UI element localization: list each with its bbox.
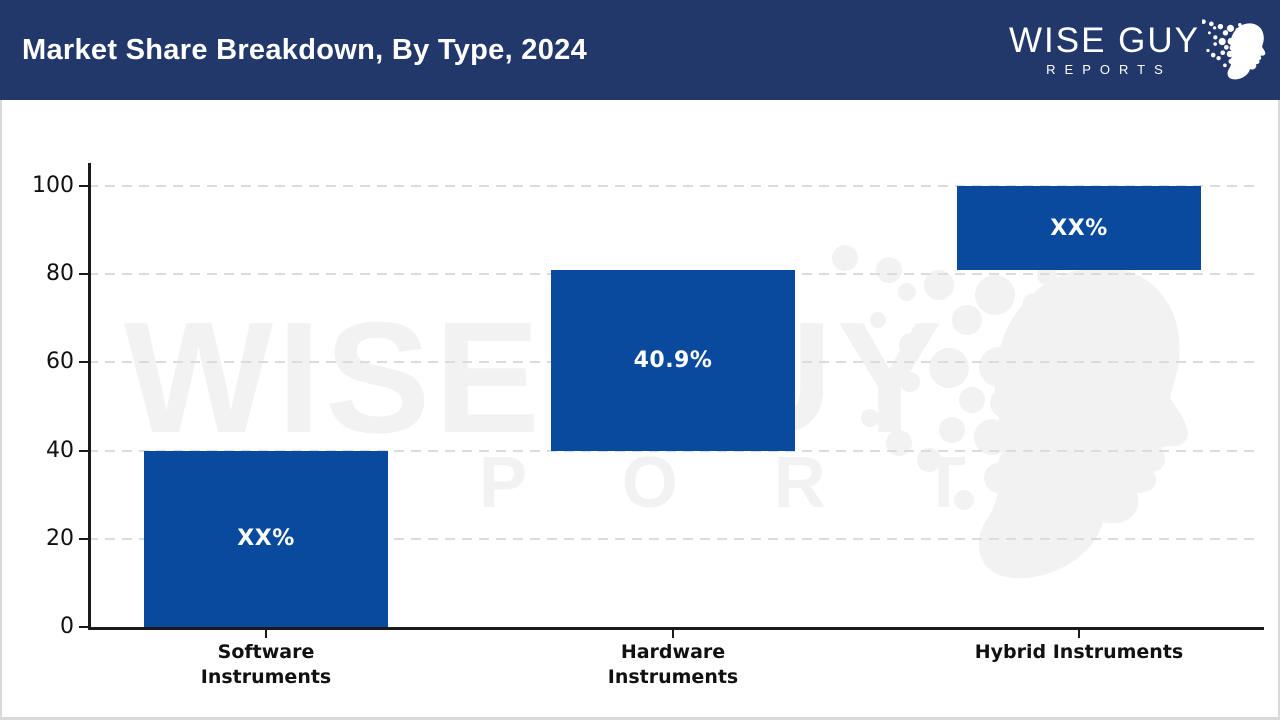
- category-label-line: Hybrid Instruments: [974, 641, 1184, 663]
- category-label-line: Instruments: [607, 666, 739, 688]
- bar-value-label: XX%: [237, 526, 295, 552]
- y-axis-line: [88, 163, 91, 630]
- y-tick-100: [79, 185, 88, 187]
- category-label-line: Hardware: [620, 641, 726, 663]
- brand-logo-text: WISE GUY REPORTS: [1008, 20, 1200, 78]
- header: Market Share Breakdown, By Type, 2024 WI…: [0, 0, 1280, 100]
- chart-area: WISE GUY R E P O R T S 0 20 40 60 80 100 XX% So…: [2, 100, 1278, 717]
- x-tick-0: [265, 630, 267, 638]
- y-tick-0: [79, 626, 88, 628]
- brand-subtitle: REPORTS: [1046, 61, 1172, 77]
- y-tick-20: [79, 537, 88, 540]
- watermark-brand-text: WISE GUY: [124, 290, 946, 466]
- category-label-2: Hybrid Instruments: [929, 640, 1229, 665]
- face-profile-icon: [1202, 19, 1266, 80]
- y-tick-label-20: 20: [46, 525, 74, 551]
- page-title: Market Share Breakdown, By Type, 2024: [22, 33, 588, 66]
- brand-logo: WISE GUY REPORTS: [1009, 6, 1266, 94]
- gridline-y20: [88, 537, 1255, 540]
- category-label-line: Instruments: [200, 666, 332, 688]
- bar-value-label: 40.9%: [633, 347, 713, 373]
- gridline-y40: [88, 449, 1255, 452]
- y-tick-label-40: 40: [46, 437, 74, 463]
- y-tick-60: [79, 361, 88, 364]
- category-label-1: Hardware Instruments: [523, 640, 823, 690]
- x-tick-1: [672, 630, 674, 638]
- y-tick-label-0: 0: [60, 614, 74, 639]
- bar-2: XX%: [957, 186, 1201, 271]
- category-label-0: Software Instruments: [116, 640, 416, 690]
- y-tick-label-100: 100: [32, 173, 74, 198]
- bar-0: XX%: [144, 450, 388, 627]
- gridline-y100: [88, 185, 1255, 187]
- bar-1: 40.9%: [551, 270, 795, 451]
- bar-value-label: XX%: [1050, 215, 1108, 241]
- brand-name: WISE GUY: [1008, 20, 1200, 60]
- y-tick-label-60: 60: [46, 349, 74, 375]
- y-tick-80: [79, 273, 88, 276]
- category-label-line: Software: [217, 641, 315, 663]
- y-tick-label-80: 80: [46, 261, 74, 287]
- x-tick-2: [1078, 630, 1080, 638]
- x-axis-line: [88, 627, 1264, 630]
- y-tick-40: [79, 449, 88, 452]
